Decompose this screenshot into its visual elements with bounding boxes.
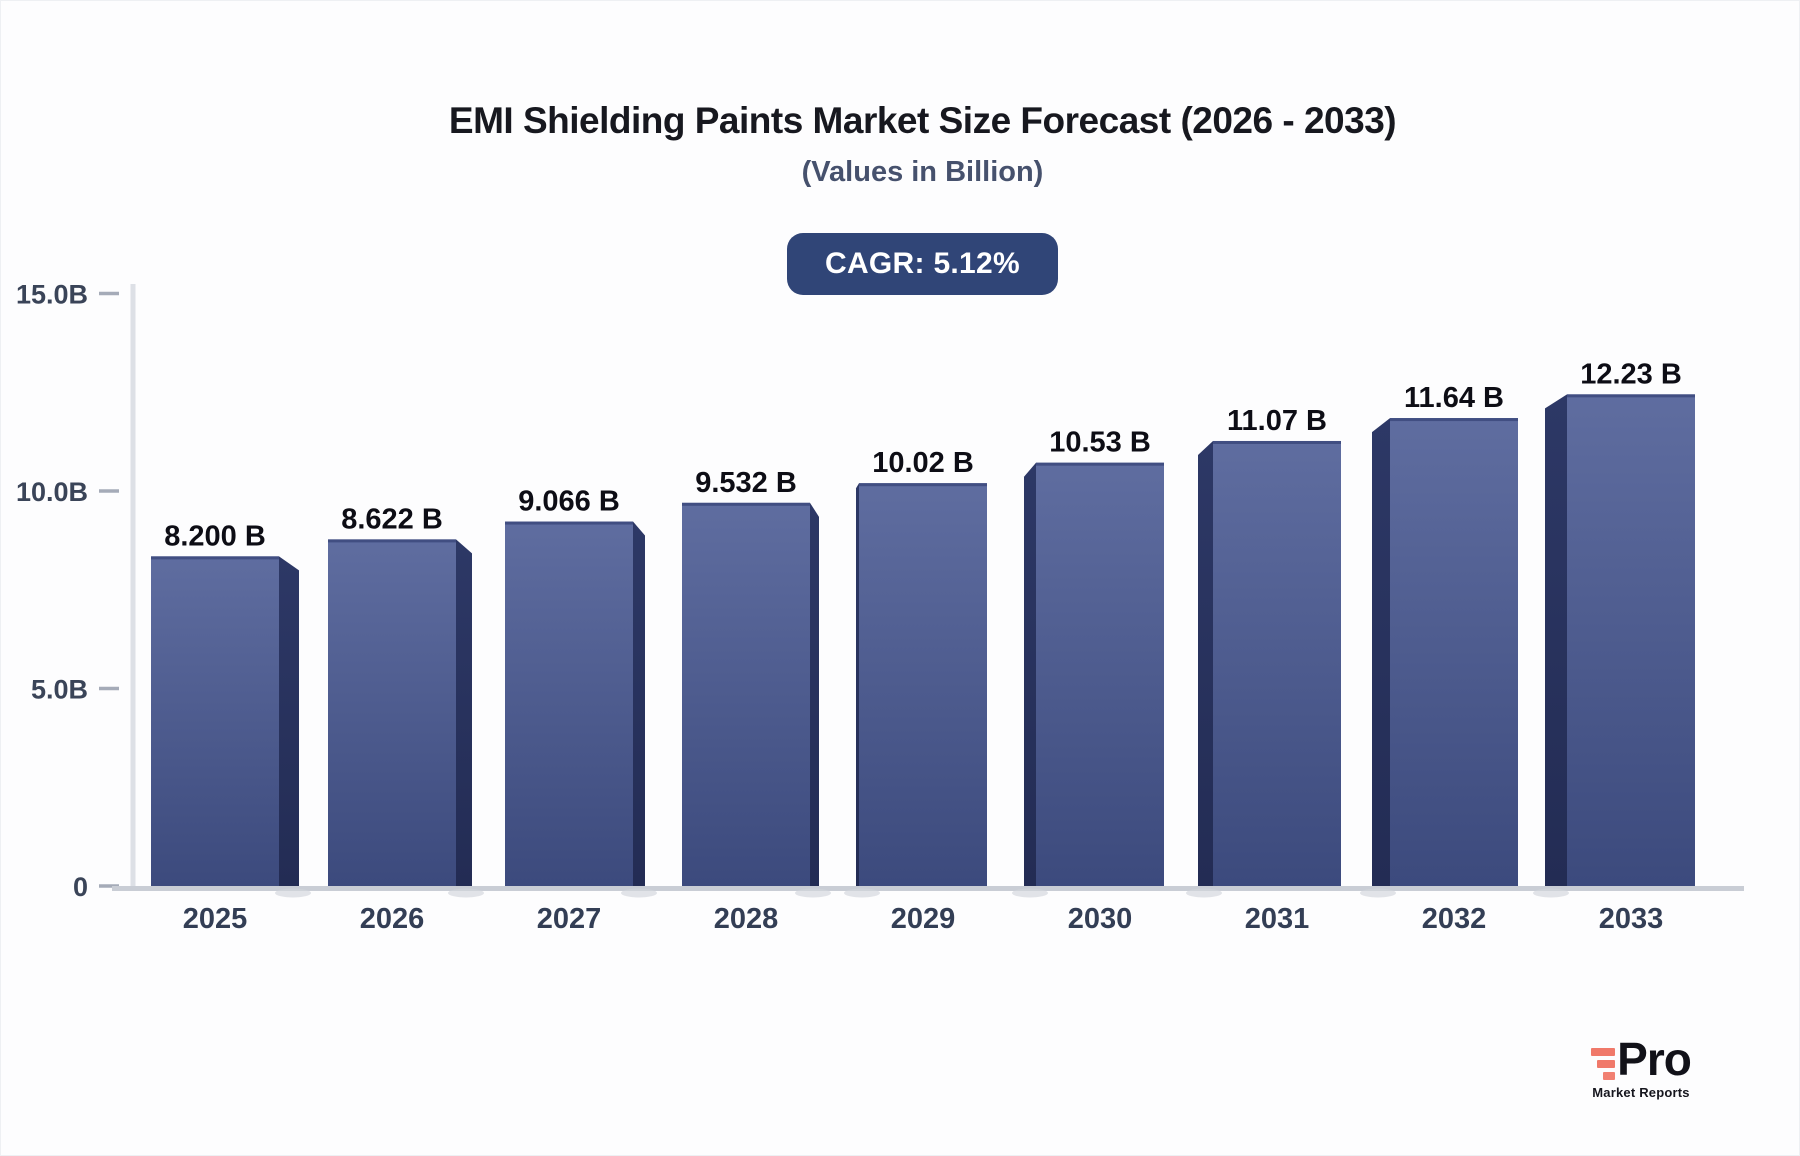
bar-front-face: [682, 502, 810, 886]
bar-2030: [1024, 462, 1164, 886]
chart-title: EMI Shielding Paints Market Size Forecas…: [448, 100, 1397, 141]
bar-side-face: [856, 483, 859, 886]
bar-ground-shadow: [1533, 888, 1569, 898]
bar-side-face: [1545, 394, 1567, 886]
x-axis-label: 2028: [714, 903, 779, 935]
bar-front-face: [1390, 418, 1518, 886]
bar-2031: [1198, 440, 1341, 886]
bar-2029: [856, 483, 987, 886]
bar-front-face: [1036, 462, 1164, 886]
bar-top-edge: [1213, 440, 1341, 444]
bar-side-face: [810, 502, 819, 886]
bar-value-label: 9.066 B: [518, 486, 620, 518]
logo-bars-icon: [1591, 1048, 1616, 1080]
bar-side-face: [1024, 462, 1036, 886]
bar-2033: [1545, 394, 1695, 886]
logo-wordmark: Pro: [1617, 1033, 1692, 1085]
bar-2028: [682, 502, 819, 886]
bar-2027: [505, 521, 645, 886]
bar-top-edge: [151, 556, 279, 560]
bar-value-label: 8.200 B: [164, 520, 266, 552]
bar-top-edge: [1036, 462, 1164, 466]
bar-ground-shadow: [621, 888, 657, 898]
bar-ground-shadow: [275, 888, 311, 898]
y-axis-tick-label: 0: [73, 872, 88, 902]
logo-row: Pro: [1591, 1033, 1692, 1085]
bar-top-edge: [682, 502, 810, 506]
bar-ground-shadow: [448, 888, 484, 898]
y-axis-tick-label: 15.0B: [16, 280, 88, 310]
bar-front-face: [1213, 440, 1341, 886]
logo-tagline: Market Reports: [1592, 1085, 1690, 1100]
bar-top-edge: [1567, 394, 1695, 398]
bar-top-edge: [328, 539, 456, 543]
bar-2026: [328, 539, 472, 886]
bar-top-edge: [1390, 418, 1518, 422]
y-axis-tick-label: 10.0B: [16, 477, 88, 507]
bar-front-face: [505, 521, 633, 886]
bar-value-label: 10.53 B: [1049, 427, 1151, 459]
bar-ground-shadow: [844, 888, 880, 898]
bar-2032: [1372, 418, 1518, 886]
bar-ground-shadow: [1012, 888, 1048, 898]
x-axis-baseline: [112, 886, 1744, 891]
x-axis-label: 2031: [1245, 903, 1310, 935]
bar-front-face: [1567, 394, 1695, 886]
bar-front-face: [859, 483, 987, 886]
bar-top-edge: [505, 521, 633, 525]
bar-front-face: [151, 556, 279, 886]
bar-ground-shadow: [1360, 888, 1396, 898]
x-axis-label: 2032: [1422, 903, 1487, 935]
bar-value-label: 10.02 B: [872, 447, 974, 479]
x-axis-label: 2033: [1599, 903, 1664, 935]
x-axis-label: 2027: [537, 903, 602, 935]
bar-side-face: [633, 521, 645, 886]
x-axis-label: 2029: [891, 903, 956, 935]
x-axis-label: 2026: [360, 903, 425, 935]
bar-value-label: 8.622 B: [341, 503, 443, 535]
y-axis-tick-label: 5.0B: [31, 675, 88, 705]
pro-market-reports-logo: Pro Market Reports: [1586, 1036, 1696, 1100]
bar-ground-shadow: [1186, 888, 1222, 898]
bar-value-label: 11.07 B: [1227, 405, 1327, 437]
bar-side-face: [279, 556, 299, 886]
bar-2025: [151, 556, 299, 886]
chart-header: EMI Shielding Paints Market Size Forecas…: [45, 0, 1800, 295]
chart-subtitle: (Values in Billion): [801, 156, 1044, 188]
bar-top-edge: [859, 483, 987, 487]
bar-side-face: [1198, 440, 1213, 886]
bar-ground-shadow: [795, 888, 831, 898]
x-axis-label: 2030: [1068, 903, 1133, 935]
x-axis-label: 2025: [183, 903, 248, 935]
bar-side-face: [1372, 418, 1390, 886]
cagr-badge: CAGR: 5.12%: [786, 233, 1059, 295]
bar-value-label: 11.64 B: [1404, 382, 1504, 414]
bar-value-label: 9.532 B: [695, 467, 797, 499]
bar-value-label: 12.23 B: [1580, 358, 1682, 390]
bar-side-face: [456, 539, 472, 886]
bar-front-face: [328, 539, 456, 886]
